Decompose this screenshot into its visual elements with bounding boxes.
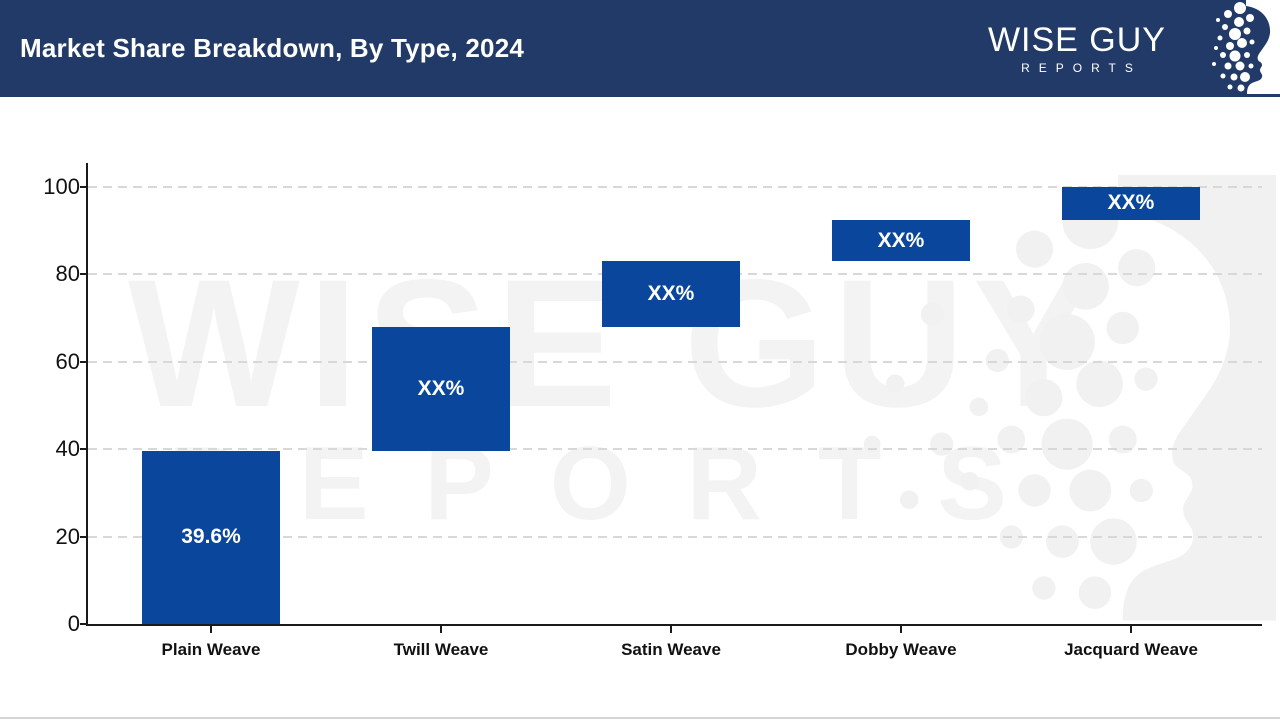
x-tick-4: [1130, 625, 1132, 633]
gridline-y100: [88, 186, 1262, 188]
y-tick-80: [80, 273, 88, 276]
bar-dobby-weave: XX%: [832, 219, 970, 262]
y-tick-60: [80, 360, 88, 363]
y-tick-label-20: 20: [55, 523, 80, 549]
x-tick-label-0: Plain Weave: [161, 640, 261, 659]
bar-value-label: 39.6%: [181, 525, 241, 549]
logo-subtitle: REPORTS: [1021, 60, 1142, 75]
y-tick-40: [80, 448, 88, 451]
x-tick-0: [210, 625, 212, 633]
gridline-y40: [88, 448, 1262, 451]
bar-value-label: XX%: [417, 376, 465, 400]
x-tick-2: [670, 625, 672, 633]
bar-twill-weave: XX%: [372, 326, 510, 451]
y-tick-label-40: 40: [55, 436, 80, 462]
x-tick-label-3: Dobby Weave: [845, 640, 957, 659]
bar-satin-weave: XX%: [602, 261, 740, 327]
x-tick-label-1: Twill Weave: [393, 640, 489, 659]
x-tick-label-4: Jacquard Weave: [1064, 640, 1198, 659]
bar-value-label: XX%: [1107, 191, 1155, 215]
y-tick-label-60: 60: [55, 348, 80, 374]
wiseguy-logo: WISE GUY REPORTS: [988, 0, 1280, 97]
watermark-head-icon: [756, 150, 1276, 655]
wiseguy-logo-text: WISE GUY REPORTS: [988, 23, 1166, 75]
y-tick-20: [80, 535, 88, 538]
bar-value-label: XX%: [647, 282, 695, 306]
bar-value-label: XX%: [877, 228, 925, 252]
logo-wordmark: WISE GUY: [987, 20, 1166, 59]
x-tick-1: [440, 625, 442, 633]
gridline-y20: [88, 535, 1262, 538]
y-tick-0: [80, 623, 88, 625]
y-tick-label-80: 80: [55, 261, 80, 287]
y-tick-label-0: 0: [67, 611, 80, 636]
bar-jacquard-weave: XX%: [1062, 187, 1200, 220]
gridline-y60: [88, 360, 1262, 363]
bar-plain-weave: 39.6%: [142, 450, 280, 624]
page-title: Market Share Breakdown, By Type, 2024: [20, 33, 525, 63]
x-tick-label-2: Satin Weave: [621, 640, 721, 659]
wiseguy-head-logo-icon: [1168, 0, 1280, 100]
header-bar: Market Share Breakdown, By Type, 2024 WI…: [0, 0, 1280, 97]
bottom-divider: [0, 717, 1280, 719]
x-tick-3: [900, 625, 902, 633]
y-tick-100: [80, 186, 88, 188]
x-axis-spine: [86, 624, 1262, 626]
y-axis-spine: [86, 163, 88, 626]
y-tick-label-100: 100: [43, 174, 80, 199]
